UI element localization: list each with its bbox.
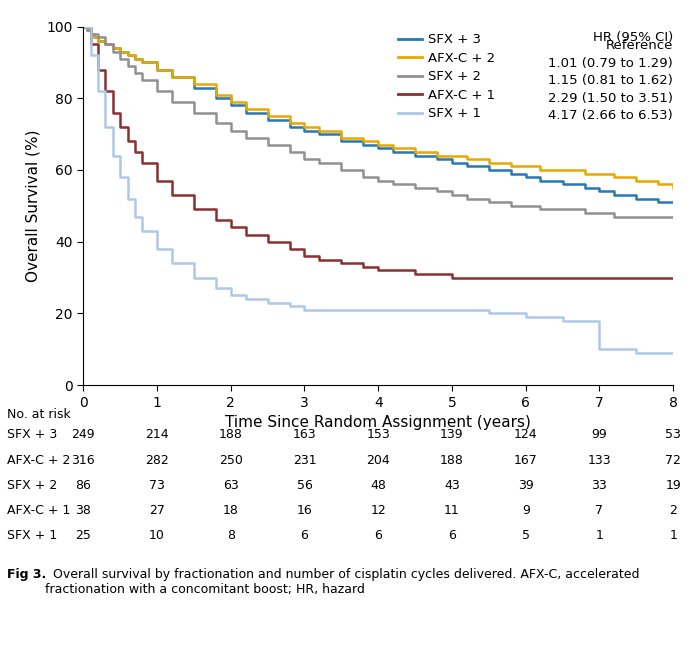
X-axis label: Time Since Random Assignment (years): Time Since Random Assignment (years) [226, 415, 531, 430]
Text: 27: 27 [149, 504, 165, 517]
Text: 10: 10 [149, 529, 165, 542]
Text: 25: 25 [76, 529, 91, 542]
Text: 204: 204 [366, 454, 390, 467]
Text: 12: 12 [371, 504, 386, 517]
Text: 18: 18 [223, 504, 239, 517]
Text: 188: 188 [440, 454, 464, 467]
Text: 163: 163 [293, 428, 316, 442]
Text: 72: 72 [666, 454, 681, 467]
Text: 1.15 (0.81 to 1.62): 1.15 (0.81 to 1.62) [548, 74, 673, 87]
Text: 9: 9 [522, 504, 530, 517]
Text: 16: 16 [296, 504, 312, 517]
Text: AFX-C + 1: AFX-C + 1 [7, 504, 70, 517]
Text: 2: 2 [669, 504, 677, 517]
Text: 124: 124 [514, 428, 538, 442]
Text: 19: 19 [666, 479, 681, 492]
Text: 86: 86 [76, 479, 91, 492]
Text: 133: 133 [588, 454, 611, 467]
Text: Fig 3.: Fig 3. [7, 568, 46, 581]
Text: HR (95% CI): HR (95% CI) [593, 31, 673, 44]
Text: 231: 231 [293, 454, 316, 467]
Text: 4.17 (2.66 to 6.53): 4.17 (2.66 to 6.53) [548, 109, 673, 122]
Text: Reference: Reference [606, 39, 673, 52]
Text: 33: 33 [591, 479, 607, 492]
Text: 48: 48 [371, 479, 386, 492]
Text: AFX-C + 2: AFX-C + 2 [7, 454, 70, 467]
Text: 1: 1 [595, 529, 603, 542]
Text: 39: 39 [518, 479, 534, 492]
Text: 6: 6 [448, 529, 456, 542]
Text: 5: 5 [522, 529, 530, 542]
Text: 249: 249 [71, 428, 95, 442]
Text: 1: 1 [669, 529, 677, 542]
Text: 316: 316 [71, 454, 95, 467]
Text: 188: 188 [219, 428, 243, 442]
Text: 167: 167 [514, 454, 538, 467]
Text: 153: 153 [366, 428, 390, 442]
Legend: SFX + 3, AFX-C + 2, SFX + 2, AFX-C + 1, SFX + 1: SFX + 3, AFX-C + 2, SFX + 2, AFX-C + 1, … [398, 33, 496, 120]
Text: 2.29 (1.50 to 3.51): 2.29 (1.50 to 3.51) [548, 92, 673, 104]
Text: 73: 73 [149, 479, 165, 492]
Text: 43: 43 [444, 479, 460, 492]
Text: 63: 63 [223, 479, 239, 492]
Text: 1.01 (0.79 to 1.29): 1.01 (0.79 to 1.29) [548, 56, 673, 70]
Text: 214: 214 [145, 428, 169, 442]
Text: 139: 139 [440, 428, 464, 442]
Text: 11: 11 [444, 504, 460, 517]
Text: SFX + 1: SFX + 1 [7, 529, 57, 542]
Text: 6: 6 [374, 529, 382, 542]
Y-axis label: Overall Survival (%): Overall Survival (%) [26, 129, 41, 282]
Text: No. at risk: No. at risk [7, 408, 71, 422]
Text: SFX + 3: SFX + 3 [7, 428, 57, 442]
Text: 99: 99 [591, 428, 607, 442]
Text: 53: 53 [666, 428, 681, 442]
Text: 250: 250 [219, 454, 243, 467]
Text: 7: 7 [595, 504, 604, 517]
Text: 56: 56 [296, 479, 312, 492]
Text: 282: 282 [145, 454, 169, 467]
Text: 6: 6 [301, 529, 308, 542]
Text: Overall survival by fractionation and number of cisplatin cycles delivered. AFX-: Overall survival by fractionation and nu… [45, 568, 640, 596]
Text: SFX + 2: SFX + 2 [7, 479, 57, 492]
Text: 8: 8 [227, 529, 235, 542]
Text: 38: 38 [76, 504, 91, 517]
